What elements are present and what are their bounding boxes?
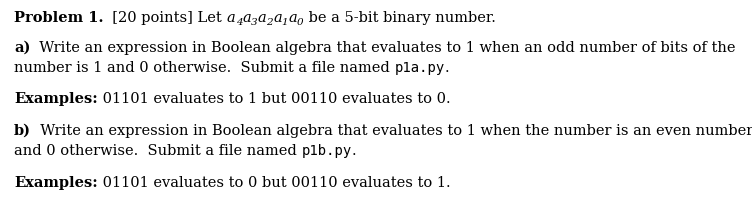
- Text: .: .: [352, 144, 356, 158]
- Text: a: a: [227, 11, 235, 25]
- Text: 1: 1: [282, 18, 288, 27]
- Text: 4: 4: [235, 18, 242, 27]
- Text: 0: 0: [297, 18, 304, 27]
- Text: a: a: [242, 11, 251, 25]
- Text: a): a): [14, 41, 30, 55]
- Text: number is 1 and 0 otherwise.  Submit a file named: number is 1 and 0 otherwise. Submit a fi…: [14, 61, 394, 75]
- Text: p1a.py: p1a.py: [394, 61, 444, 75]
- Text: 2: 2: [266, 18, 273, 27]
- Text: a: a: [288, 11, 297, 25]
- Text: Examples:: Examples:: [14, 92, 98, 106]
- Text: .: .: [444, 61, 449, 75]
- Text: and 0 otherwise.  Submit a file named: and 0 otherwise. Submit a file named: [14, 144, 302, 158]
- Text: 3: 3: [251, 18, 258, 27]
- Text: [20 points] Let: [20 points] Let: [104, 11, 227, 25]
- Text: Write an expression in Boolean algebra that evaluates to 1 when the number is an: Write an expression in Boolean algebra t…: [31, 124, 752, 138]
- Text: a: a: [273, 11, 282, 25]
- Text: be a 5-bit binary number.: be a 5-bit binary number.: [304, 11, 496, 25]
- Text: Problem 1.: Problem 1.: [14, 11, 104, 25]
- Text: Write an expression in Boolean algebra that evaluates to 1 when an odd number of: Write an expression in Boolean algebra t…: [30, 41, 736, 55]
- Text: b): b): [14, 124, 31, 138]
- Text: p1b.py: p1b.py: [302, 144, 352, 158]
- Text: 01101 evaluates to 1 but 00110 evaluates to 0.: 01101 evaluates to 1 but 00110 evaluates…: [98, 92, 450, 106]
- Text: a: a: [258, 11, 266, 25]
- Text: 01101 evaluates to 0 but 00110 evaluates to 1.: 01101 evaluates to 0 but 00110 evaluates…: [98, 176, 450, 190]
- Text: Examples:: Examples:: [14, 176, 98, 190]
